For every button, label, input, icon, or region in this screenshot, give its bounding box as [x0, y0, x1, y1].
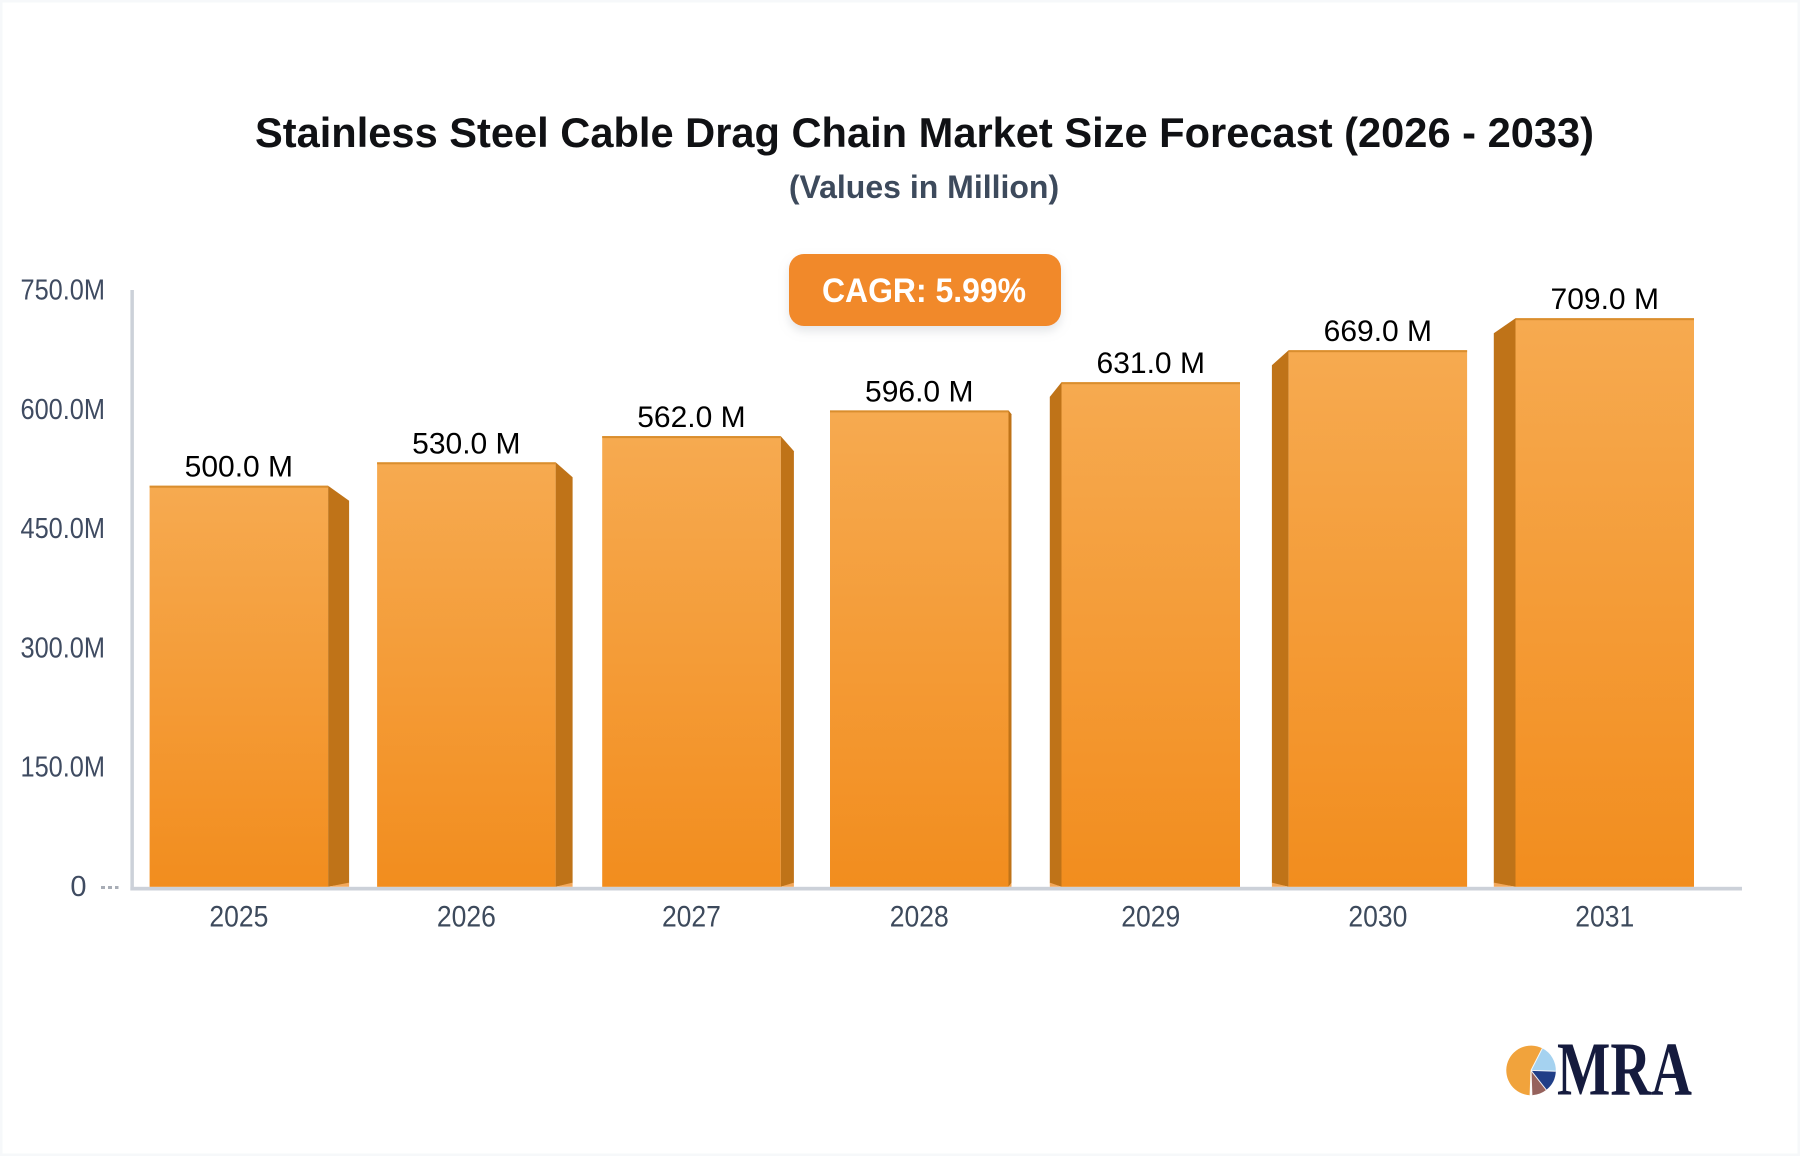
svg-text:669.0 M: 669.0 M: [1324, 315, 1432, 348]
svg-text:2025: 2025: [209, 901, 268, 934]
svg-text:2031: 2031: [1575, 901, 1634, 934]
svg-text:300.0M: 300.0M: [21, 632, 106, 664]
svg-text:2028: 2028: [890, 901, 949, 934]
svg-text:MRA: MRA: [1557, 1028, 1692, 1112]
svg-text:600.0M: 600.0M: [21, 394, 106, 426]
svg-text:450.0M: 450.0M: [21, 513, 106, 545]
svg-text:2027: 2027: [662, 901, 721, 934]
svg-text:2026: 2026: [437, 901, 496, 934]
svg-text:596.0 M: 596.0 M: [865, 375, 973, 408]
svg-text:2030: 2030: [1348, 901, 1407, 934]
svg-text:0: 0: [70, 871, 86, 903]
svg-text:150.0M: 150.0M: [21, 752, 106, 784]
svg-text:500.0 M: 500.0 M: [185, 451, 293, 484]
svg-text:631.0 M: 631.0 M: [1097, 347, 1205, 380]
svg-text:CAGR: 5.99%: CAGR: 5.99%: [822, 272, 1026, 310]
svg-text:(Values in Million): (Values in Million): [789, 169, 1059, 205]
svg-text:2029: 2029: [1121, 901, 1180, 934]
svg-text:530.0 M: 530.0 M: [412, 427, 520, 460]
svg-text:562.0 M: 562.0 M: [637, 401, 745, 434]
svg-text:Stainless Steel Cable Drag Cha: Stainless Steel Cable Drag Chain Market …: [255, 109, 1594, 156]
svg-text:709.0 M: 709.0 M: [1551, 283, 1659, 316]
svg-text:750.0M: 750.0M: [21, 275, 106, 307]
